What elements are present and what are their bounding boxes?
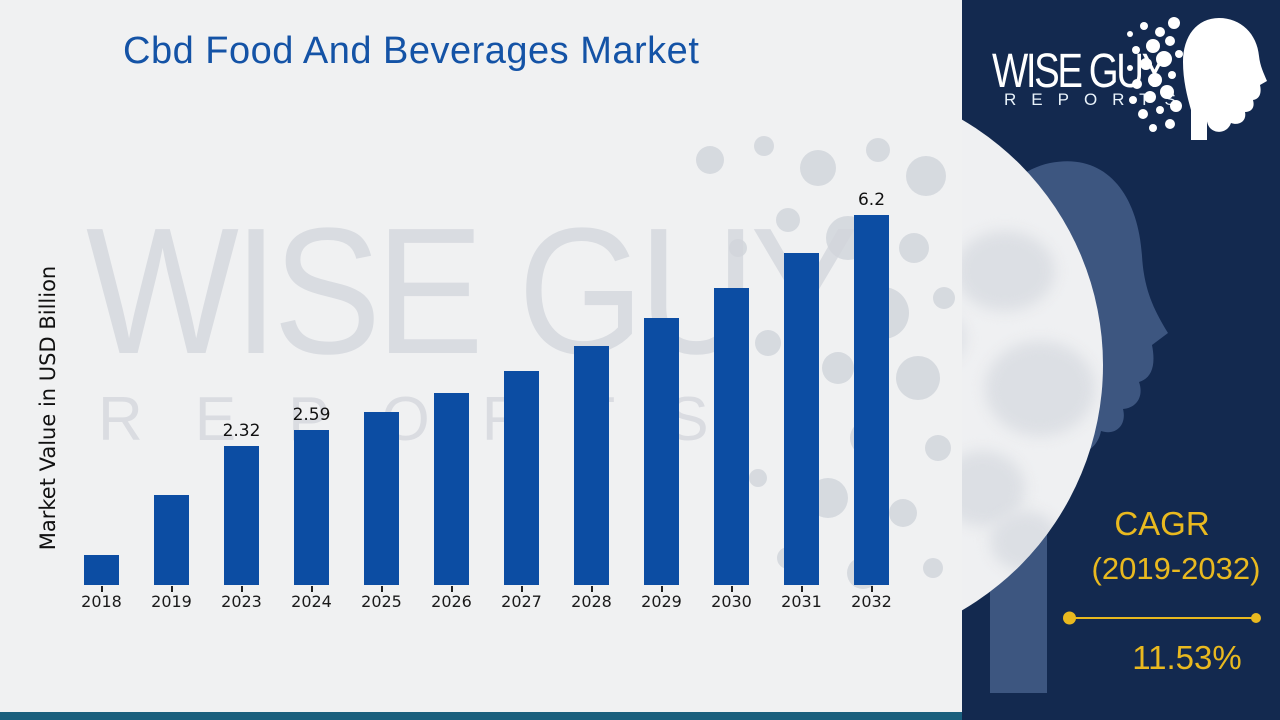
bar-2026: [434, 393, 469, 585]
bar-2023: [224, 446, 259, 585]
x-axis-tick-label: 2028: [571, 592, 612, 611]
x-axis-tick-label: 2023: [221, 592, 262, 611]
x-axis-tick: [800, 586, 803, 592]
x-axis-tick-label: 2026: [431, 592, 472, 611]
divider-dot-left: [1063, 611, 1076, 625]
bar-2030: [714, 288, 749, 585]
x-axis-tick: [450, 586, 453, 592]
bar-data-label: 2.32: [222, 421, 261, 441]
cagr-range: (2019-2032): [1091, 551, 1261, 586]
x-axis-tick-label: 2018: [81, 592, 122, 611]
x-axis-tick-label: 2030: [711, 592, 752, 611]
x-axis-tick: [730, 586, 733, 592]
bar-2027: [504, 371, 539, 585]
cagr-value: 11.53%: [1132, 639, 1242, 676]
bar-2018: [84, 555, 119, 585]
x-axis-tick-label: 2024: [291, 592, 332, 611]
bar-2031: [784, 253, 819, 585]
x-axis-tick: [870, 586, 873, 592]
x-axis-tick: [170, 586, 173, 592]
cagr-block: CAGR (2019-2032) 11.53%: [1057, 505, 1267, 677]
x-axis-tick: [520, 586, 523, 592]
x-axis-tick-label: 2029: [641, 592, 682, 611]
x-axis-tick: [310, 586, 313, 592]
circle-texture-blob: [985, 341, 1095, 436]
x-axis-tick: [380, 586, 383, 592]
divider-dot-right: [1251, 613, 1261, 623]
x-axis-tick-label: 2025: [361, 592, 402, 611]
bar-2024: [294, 430, 329, 585]
x-axis-tick: [660, 586, 663, 592]
x-axis-tick-label: 2027: [501, 592, 542, 611]
x-axis-tick: [240, 586, 243, 592]
bar-2029: [644, 318, 679, 585]
x-axis-tick-label: 2032: [851, 592, 892, 611]
bar-data-label: 6.2: [857, 190, 886, 210]
bottom-accent-bar: [0, 712, 962, 720]
cagr-divider-line: [1063, 611, 1261, 625]
circle-texture-blob: [990, 511, 1060, 571]
logo-face-icon: [1127, 17, 1267, 140]
brand-panel: WISE GUY REPORTS CAGR (2019-2032) 11.53%: [962, 0, 1280, 720]
x-axis-tick: [100, 586, 103, 592]
bar-2025: [364, 412, 399, 585]
chart-title: Cbd Food And Beverages Market: [123, 30, 700, 72]
logo-wordmark: WISE GUY: [992, 45, 1167, 98]
y-axis-label: Market Value in USD Billion: [36, 265, 60, 551]
x-axis-tick-label: 2019: [151, 592, 192, 611]
bar-2019: [154, 495, 189, 585]
circle-texture-blob: [962, 231, 1055, 311]
logo-subtitle: REPORTS: [1004, 90, 1191, 109]
bar-2028: [574, 346, 609, 585]
x-axis-tick-label: 2031: [781, 592, 822, 611]
bar-data-label: 2.59: [292, 405, 331, 425]
cagr-label: CAGR: [1114, 505, 1210, 542]
bar-2032: [854, 215, 889, 585]
x-axis-tick: [590, 586, 593, 592]
circle-texture-blob: [962, 311, 965, 366]
